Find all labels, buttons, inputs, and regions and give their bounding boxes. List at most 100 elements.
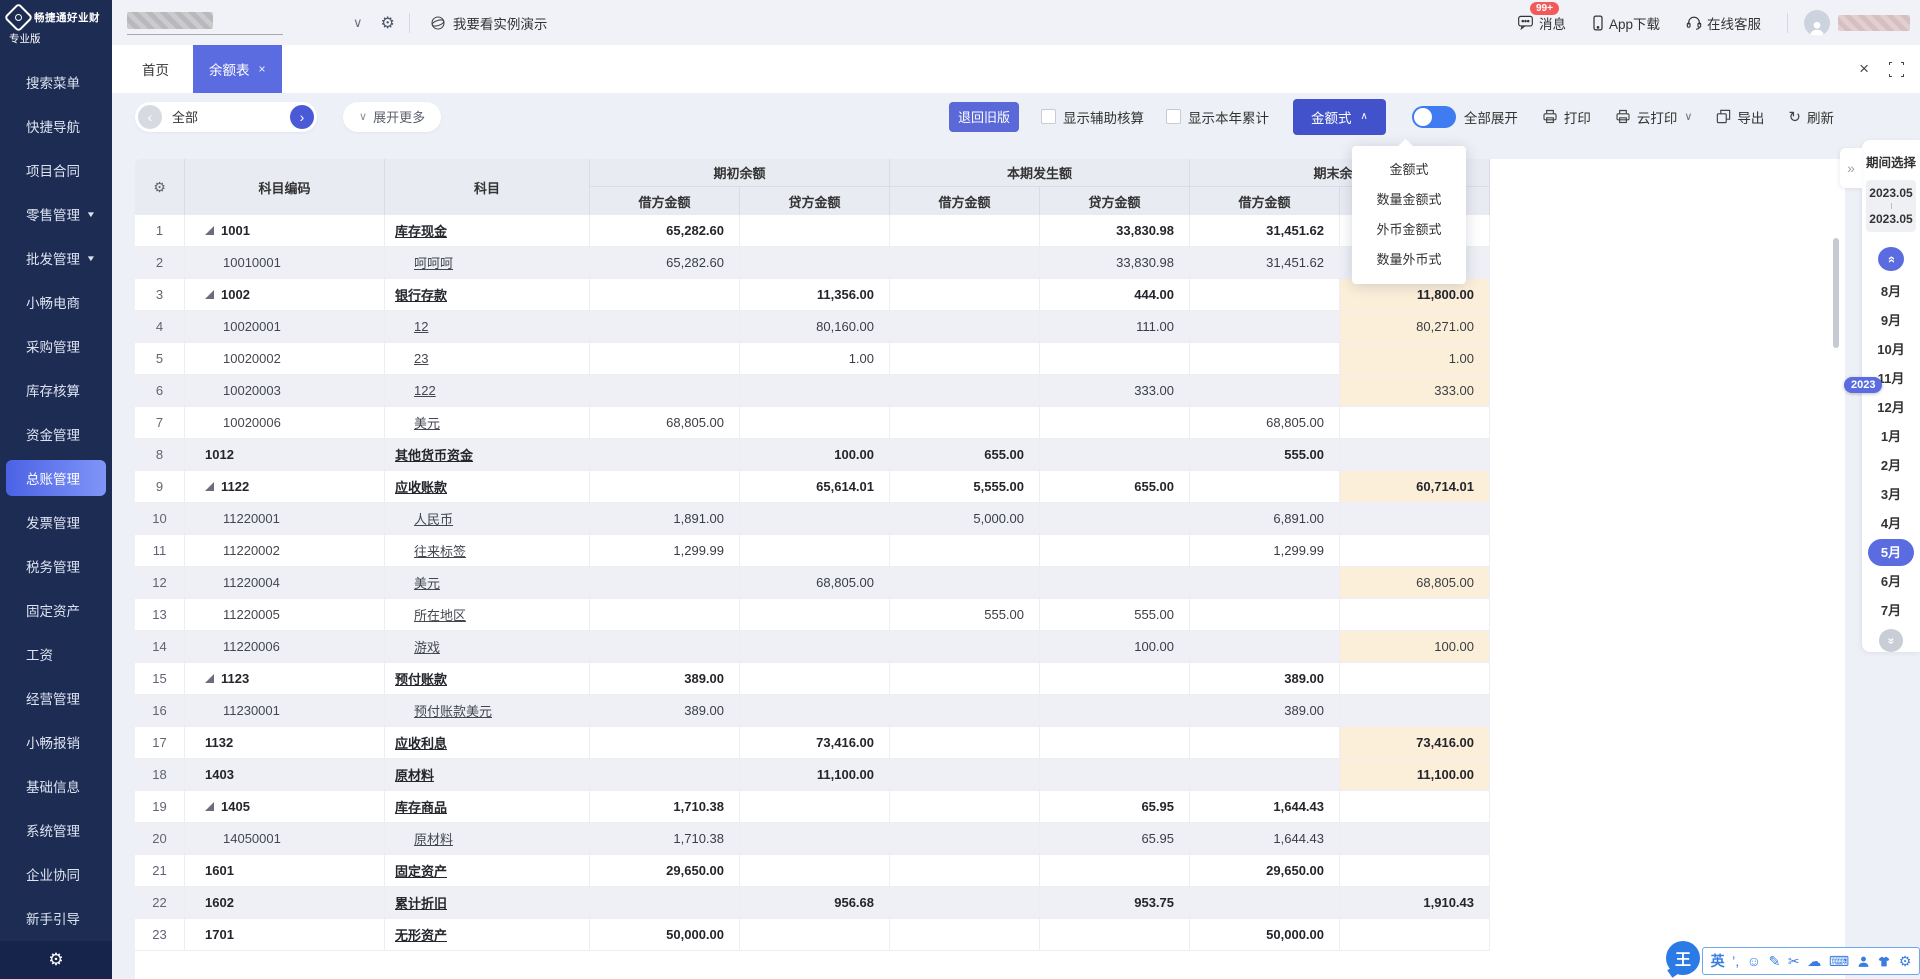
- account-name-link[interactable]: 固定资产: [395, 864, 448, 879]
- account-name-link[interactable]: 应收利息: [395, 736, 448, 751]
- vertical-scrollbar[interactable]: [1833, 238, 1839, 348]
- chevron-right-icon[interactable]: ›: [290, 104, 314, 129]
- account-name-link[interactable]: 12: [414, 319, 429, 334]
- chevron-left-icon[interactable]: ‹: [138, 104, 162, 129]
- sidebar-item-零售管理[interactable]: 零售管理 ▼: [26, 208, 97, 223]
- emoji-icon[interactable]: ☺: [1746, 953, 1762, 969]
- app-download-button[interactable]: App下载: [1592, 13, 1660, 33]
- scissors-icon[interactable]: ✂: [1787, 953, 1800, 969]
- expand-all-toggle[interactable]: [1411, 105, 1456, 128]
- sidebar-item-批发管理[interactable]: 批发管理 ▼: [26, 252, 97, 267]
- account-name-link[interactable]: 原材料: [395, 768, 435, 783]
- month-item-12月[interactable]: 12月: [1877, 400, 1905, 416]
- format-dropdown-button[interactable]: 金额式 ∧: [1293, 98, 1386, 135]
- account-name-link[interactable]: 其他货币资金: [395, 448, 474, 463]
- month-item-5月[interactable]: 5月: [1868, 539, 1914, 567]
- pencil-icon[interactable]: ✎: [1768, 953, 1781, 969]
- sidebar-item-库存核算[interactable]: 库存核算: [26, 384, 80, 399]
- account-name-link[interactable]: 游戏: [414, 640, 441, 655]
- format-menu-item-外币金额式[interactable]: 外币金额式: [1376, 222, 1442, 237]
- sidebar-item-税务管理[interactable]: 税务管理: [26, 560, 80, 575]
- keyboard-icon[interactable]: ⌨: [1828, 953, 1850, 969]
- panel-collapse-tab[interactable]: »: [1840, 148, 1862, 188]
- gear-icon[interactable]: ⚙: [1898, 953, 1912, 969]
- collapse-triangle-icon[interactable]: [205, 226, 214, 235]
- close-icon[interactable]: ×: [1859, 59, 1869, 78]
- period-range[interactable]: 2023.05 2023.05: [1866, 180, 1916, 232]
- month-item-6月[interactable]: 6月: [1880, 574, 1902, 590]
- collapse-triangle-icon[interactable]: [205, 802, 214, 811]
- lang-toggle[interactable]: 英: [1710, 953, 1725, 969]
- month-item-2月[interactable]: 2月: [1880, 458, 1902, 474]
- account-name-link[interactable]: 美元: [414, 416, 441, 431]
- month-item-4月[interactable]: 4月: [1880, 516, 1902, 532]
- sidebar-item-企业协同[interactable]: 企业协同: [26, 868, 80, 883]
- month-item-11月[interactable]: 11月: [1877, 371, 1905, 387]
- account-name-link[interactable]: 预付账款美元: [414, 704, 493, 719]
- account-name-link[interactable]: 应收账款: [395, 480, 448, 495]
- gear-icon[interactable]: ⚙: [380, 14, 395, 32]
- refresh-button[interactable]: ↻ 刷新: [1788, 107, 1834, 127]
- sidebar-item-采购管理[interactable]: 采购管理: [26, 340, 80, 355]
- month-item-9月[interactable]: 9月: [1880, 313, 1902, 329]
- account-name-link[interactable]: 呵呵呵: [414, 256, 454, 271]
- account-name-link[interactable]: 所在地区: [414, 608, 467, 623]
- punctuation[interactable]: ’,: [1732, 953, 1740, 969]
- account-name-link[interactable]: 122: [414, 383, 436, 398]
- sidebar-item-新手引导[interactable]: 新手引导: [26, 912, 80, 927]
- tab-close-icon[interactable]: ×: [258, 62, 266, 76]
- person-icon[interactable]: [1857, 955, 1870, 968]
- messages-button[interactable]: 99+ 消息: [1517, 1, 1566, 33]
- print-button[interactable]: 打印: [1542, 107, 1591, 127]
- sidebar-item-基础信息[interactable]: 基础信息: [26, 780, 80, 795]
- avatar[interactable]: [1804, 9, 1830, 36]
- sidebar-item-工资[interactable]: 工资: [26, 648, 53, 663]
- sidebar-item-搜索菜单[interactable]: 搜索菜单: [26, 76, 80, 91]
- shirt-icon[interactable]: [1877, 955, 1891, 968]
- settings-gear-icon[interactable]: ⚙: [48, 950, 64, 969]
- sidebar-item-快捷导航[interactable]: 快捷导航: [26, 120, 80, 135]
- account-name-link[interactable]: 库存商品: [395, 800, 448, 815]
- month-item-8月[interactable]: 8月: [1880, 284, 1902, 300]
- account-name-link[interactable]: 往来标签: [414, 544, 467, 559]
- show-auxiliary-checkbox[interactable]: 显示辅助核算: [1041, 107, 1144, 127]
- month-item-3月[interactable]: 3月: [1880, 487, 1902, 503]
- checkbox-icon[interactable]: [1166, 109, 1182, 124]
- format-menu-item-金额式[interactable]: 金额式: [1389, 162, 1429, 177]
- sidebar-item-总账管理[interactable]: 总账管理: [6, 460, 106, 496]
- tab-home[interactable]: 首页: [142, 63, 169, 78]
- account-name-link[interactable]: 23: [414, 351, 429, 366]
- checkbox-icon[interactable]: [1041, 109, 1057, 124]
- fullscreen-icon[interactable]: [1887, 59, 1906, 79]
- tab-balance-sheet[interactable]: 余额表 ×: [193, 45, 282, 93]
- org-search-input[interactable]: [127, 10, 283, 35]
- account-name-link[interactable]: 预付账款: [395, 672, 448, 687]
- scroll-months-down-button[interactable]: »: [1879, 629, 1903, 652]
- demo-link[interactable]: 我要看实例演示: [430, 13, 547, 33]
- expand-more-button[interactable]: ∨ 展开更多: [343, 101, 442, 132]
- cloud-icon[interactable]: ☁: [1807, 953, 1822, 969]
- sidebar-item-项目合同[interactable]: 项目合同: [26, 164, 80, 179]
- format-menu-item-数量外币式[interactable]: 数量外币式: [1376, 252, 1442, 267]
- back-to-old-button[interactable]: 退回旧版: [949, 101, 1020, 132]
- sidebar-item-发票管理[interactable]: 发票管理: [26, 516, 80, 531]
- chevron-down-icon[interactable]: ∨: [353, 14, 363, 30]
- sidebar-item-小畅电商[interactable]: 小畅电商: [26, 296, 80, 311]
- month-item-10月[interactable]: 10月: [1877, 342, 1905, 358]
- column-settings-gear-icon[interactable]: ⚙: [135, 159, 185, 215]
- export-button[interactable]: 导出: [1716, 107, 1764, 127]
- month-item-7月[interactable]: 7月: [1880, 603, 1902, 619]
- month-item-1月[interactable]: 1月: [1880, 429, 1902, 445]
- sidebar-item-固定资产[interactable]: 固定资产: [26, 604, 80, 619]
- account-name-link[interactable]: 美元: [414, 576, 441, 591]
- account-name-link[interactable]: 人民币: [414, 512, 454, 527]
- subject-filter[interactable]: ‹ 全部 ›: [135, 101, 317, 132]
- collapse-triangle-icon[interactable]: [205, 674, 214, 683]
- account-name-link[interactable]: 原材料: [414, 832, 454, 847]
- support-button[interactable]: 在线客服: [1686, 13, 1761, 33]
- account-name-link[interactable]: 无形资产: [395, 928, 448, 943]
- sidebar-item-资金管理[interactable]: 资金管理: [26, 428, 80, 443]
- collapse-triangle-icon[interactable]: [205, 290, 214, 299]
- collapse-triangle-icon[interactable]: [205, 482, 214, 491]
- account-name-link[interactable]: 累计折旧: [395, 896, 448, 911]
